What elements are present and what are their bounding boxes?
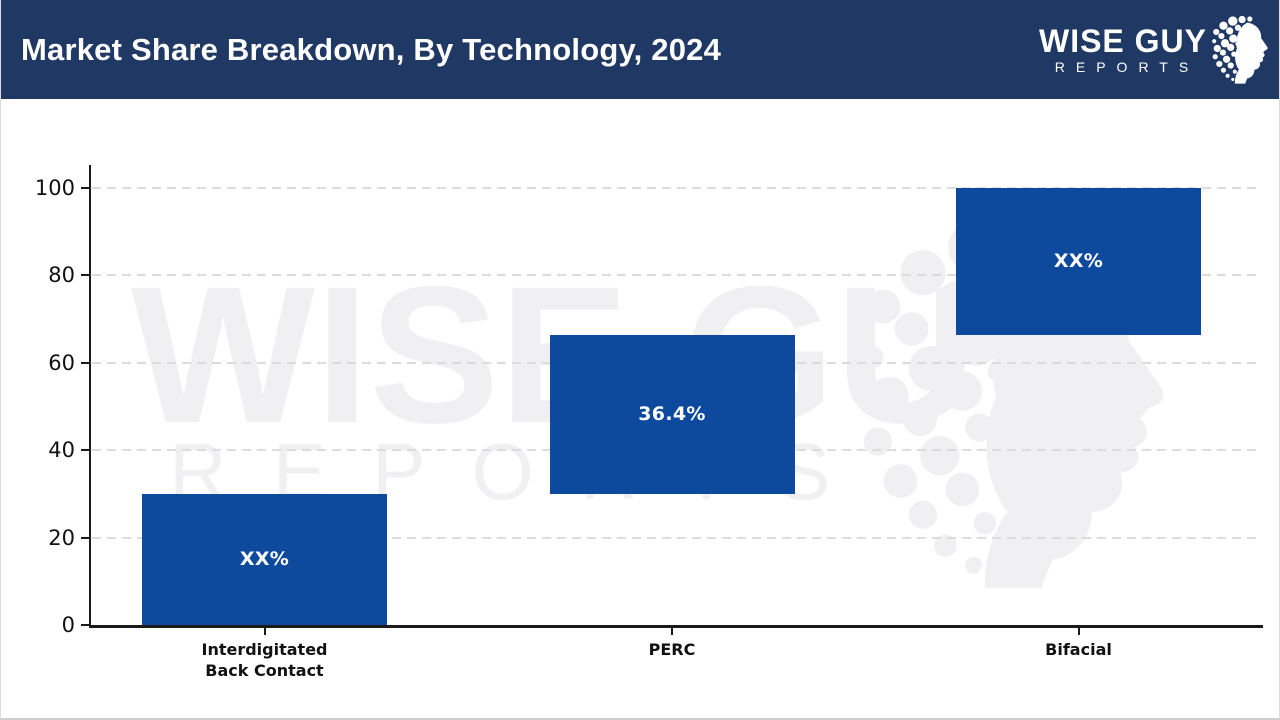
x-tick-perc xyxy=(671,628,673,635)
wiseguy-logo: WISE GUY REPORTS xyxy=(1039,5,1271,95)
x-axis-line xyxy=(89,625,1263,628)
y-tick-label-0: 0 xyxy=(61,613,75,637)
y-tick-label-40: 40 xyxy=(48,438,75,462)
logo-reports-text: REPORTS xyxy=(1054,59,1200,76)
y-tick-100 xyxy=(81,186,89,189)
chart-plot-area: 0 20 40 60 80 100 XX% 36.4% XX% Interdigitated Ba… xyxy=(35,165,1263,680)
y-tick-40 xyxy=(81,449,89,451)
page-title: Market Share Breakdown, By Technology, 2… xyxy=(21,31,722,67)
bar-value-label-interdigitated-back-contact: XX% xyxy=(239,548,290,571)
header-bar: Market Share Breakdown, By Technology, 2… xyxy=(1,0,1279,99)
x-tick-interdigitated-back-contact xyxy=(263,628,266,635)
y-tick-label-60: 60 xyxy=(48,350,75,375)
bar-interdigitated-back-contact[interactable]: XX% xyxy=(142,493,387,625)
y-tick-label-20: 20 xyxy=(48,525,75,550)
y-tick-20 xyxy=(81,536,89,539)
y-tick-label-80: 80 xyxy=(48,263,75,287)
logo-wordmark: WISE GUY xyxy=(1038,22,1207,59)
x-tick-bifacial xyxy=(1077,628,1080,635)
y-tick-80 xyxy=(81,274,89,276)
bar-bifacial[interactable]: XX% xyxy=(956,187,1201,335)
y-tick-60 xyxy=(81,361,89,364)
x-category-label-perc: PERC xyxy=(648,640,696,659)
x-category-label-bifacial: Bifacial xyxy=(1045,640,1112,659)
bar-perc[interactable]: 36.4% xyxy=(549,334,795,494)
y-axis-line xyxy=(89,165,91,628)
y-tick-label-100: 100 xyxy=(34,175,75,200)
gridline-80 xyxy=(92,274,1260,276)
gridline-100 xyxy=(92,186,1260,189)
logo-text: WISE GUY REPORTS xyxy=(1038,22,1207,76)
bar-value-label-bifacial: XX% xyxy=(1053,250,1104,272)
x-category-label-interdigitated-back-contact: Interdigitated Back Contact xyxy=(201,640,328,680)
gridline-20 xyxy=(92,536,1260,539)
y-tick-0 xyxy=(81,624,89,626)
bar-value-label-perc: 36.4% xyxy=(638,403,706,426)
